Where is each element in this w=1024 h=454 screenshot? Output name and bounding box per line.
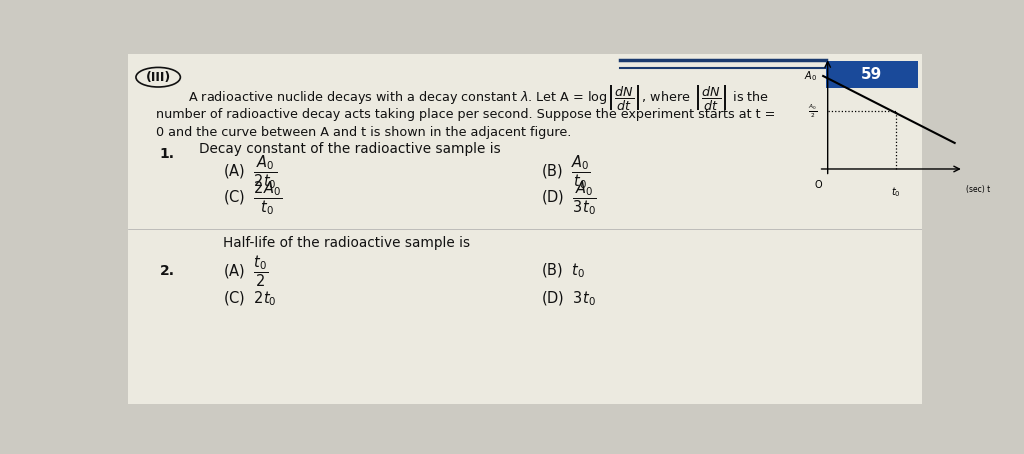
Text: $\frac{A_0}{2}$: $\frac{A_0}{2}$ bbox=[808, 102, 817, 120]
Text: 1.: 1. bbox=[160, 147, 175, 161]
Text: 2.: 2. bbox=[160, 264, 175, 278]
Text: number of radioactive decay acts taking place per second. Suppose the experiment: number of radioactive decay acts taking … bbox=[156, 108, 775, 121]
Text: (C)  $2t_0$: (C) $2t_0$ bbox=[223, 290, 276, 308]
Text: $t_0$: $t_0$ bbox=[891, 185, 900, 199]
Text: (D)  $\dfrac{A_0}{3t_0}$: (D) $\dfrac{A_0}{3t_0}$ bbox=[541, 179, 597, 217]
Text: 59: 59 bbox=[861, 67, 883, 82]
Text: $A_0$: $A_0$ bbox=[804, 69, 817, 83]
Text: (C)  $\dfrac{2A_0}{t_0}$: (C) $\dfrac{2A_0}{t_0}$ bbox=[223, 179, 283, 217]
Text: (A)  $\dfrac{t_0}{2}$: (A) $\dfrac{t_0}{2}$ bbox=[223, 254, 268, 289]
Text: Decay constant of the radioactive sample is: Decay constant of the radioactive sample… bbox=[200, 142, 501, 156]
Text: (sec) t: (sec) t bbox=[966, 185, 990, 194]
Text: (B)  $\dfrac{A_0}{t_0}$: (B) $\dfrac{A_0}{t_0}$ bbox=[541, 153, 591, 191]
Text: (III): (III) bbox=[145, 71, 171, 84]
Text: Half-life of the radioactive sample is: Half-life of the radioactive sample is bbox=[223, 236, 470, 250]
Text: A radioactive nuclide decays with a decay constant $\lambda$. Let A = log$\left|: A radioactive nuclide decays with a deca… bbox=[187, 83, 769, 112]
Text: 0 and the curve between A and t is shown in the adjacent figure.: 0 and the curve between A and t is shown… bbox=[156, 126, 571, 138]
Text: O: O bbox=[815, 180, 822, 190]
Text: (D)  $3t_0$: (D) $3t_0$ bbox=[541, 290, 595, 308]
Text: (B)  $t_0$: (B) $t_0$ bbox=[541, 262, 585, 281]
Text: (A)  $\dfrac{A_0}{2t_0}$: (A) $\dfrac{A_0}{2t_0}$ bbox=[223, 153, 278, 191]
Bar bbox=[826, 61, 918, 88]
